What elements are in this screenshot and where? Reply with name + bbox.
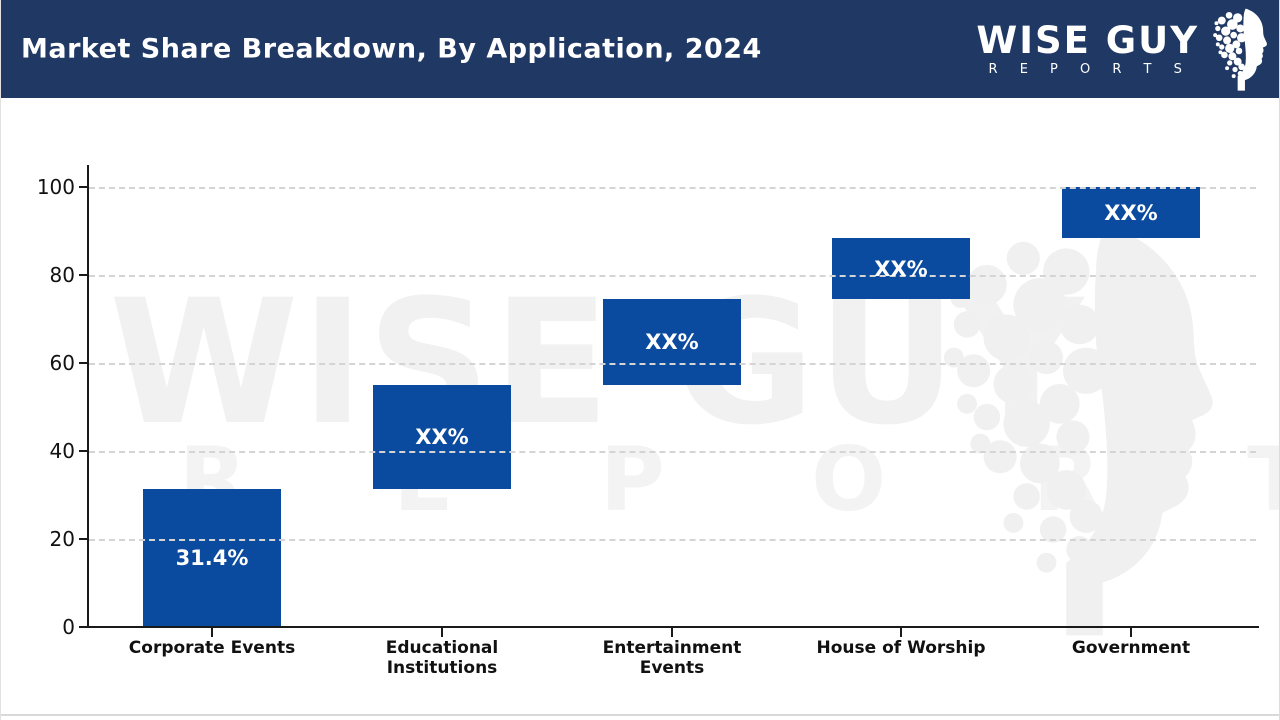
category-label-2: Educational Institutions [385,638,499,678]
y-tick-mark [79,362,88,364]
gridline-100 [89,187,1256,189]
y-tick-mark [79,626,88,628]
x-tick-mark [441,628,443,637]
x-tick-mark [671,628,673,637]
y-tick-label: 20 [49,527,75,551]
y-tick-label: 60 [49,351,75,375]
category-label-4: House of Worship [816,638,986,658]
page-title: Market Share Breakdown, By Application, … [21,33,762,65]
bar-value-label: 31.4% [175,545,249,570]
bar-value-label: XX% [874,256,928,281]
gridline-60 [89,363,1256,365]
watermark-face-icon [943,225,1213,636]
category-label-3: Entertainment Events [602,638,742,678]
x-tick-mark [900,628,902,637]
category-label-1: Corporate Events [128,638,296,658]
y-tick-mark [79,538,88,540]
header-bar: Market Share Breakdown, By Application, … [1,0,1279,98]
wise-guy-reports-logo: WISE GUY R E P O R T S [976,4,1273,94]
y-tick-label: 100 [36,175,75,199]
bottom-border [1,714,1279,716]
bar-value-label: XX% [645,330,699,355]
dotted-face-icon [1213,8,1267,91]
x-tick-mark [1130,628,1132,637]
x-tick-mark [211,628,213,637]
logo-wordmark: WISE GUY [976,18,1199,62]
bar-3 [603,299,741,385]
gridline-20 [89,539,1256,541]
y-tick-mark [79,274,88,276]
y-tick-label: 0 [62,615,75,639]
logo-text: WISE GUY R E P O R T S [976,18,1199,77]
bar-value-label: XX% [1104,200,1158,225]
y-tick-mark [79,450,88,452]
category-label-5: Government [1071,638,1191,658]
y-tick-label: 80 [49,263,75,287]
y-tick-mark [79,186,88,188]
bar-2 [373,385,511,489]
bar-5 [1062,187,1200,239]
x-axis-spine [87,626,1259,628]
logo-subtitle: R E P O R T S [988,61,1191,77]
bar-value-label: XX% [415,424,469,449]
gridline-40 [89,451,1256,453]
y-axis-spine [87,165,89,628]
waterfall-chart: 31.4% XX% XX% XX% XX% 0 20 40 60 80 100 Corporate E… [1,98,1279,714]
y-tick-label: 40 [49,439,75,463]
bar-1 [143,488,281,627]
gridline-80 [89,275,1256,277]
bar-4 [832,238,970,300]
